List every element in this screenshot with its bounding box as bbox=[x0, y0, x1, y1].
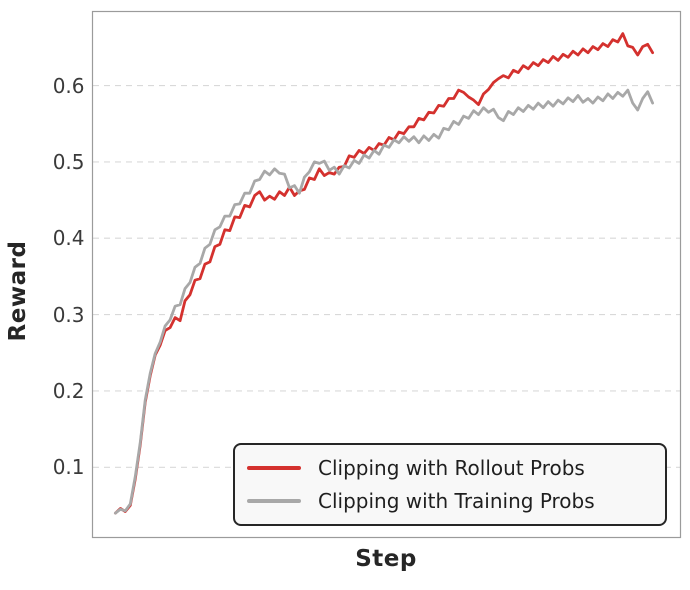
legend-label-1: Clipping with Training Probs bbox=[318, 488, 595, 513]
legend-item-0: Clipping with Rollout Probs bbox=[247, 456, 653, 480]
plot-border bbox=[91, 10, 682, 539]
y-tick-label-0.3: 0.3 bbox=[52, 302, 85, 327]
x-axis-title: Step bbox=[355, 546, 417, 572]
y-tick-label-0.6: 0.6 bbox=[52, 73, 85, 98]
y-tick-label-0.2: 0.2 bbox=[52, 378, 85, 403]
legend-line-swatch-1 bbox=[247, 498, 301, 503]
y-tick-label-0.4: 0.4 bbox=[52, 226, 85, 251]
series-line-0 bbox=[114, 32, 654, 515]
legend-line-swatch-0 bbox=[247, 466, 301, 471]
legend-label-0: Clipping with Rollout Probs bbox=[318, 456, 585, 481]
legend-box: Clipping with Rollout Probs Clipping with… bbox=[233, 443, 667, 526]
series-line-1 bbox=[114, 88, 654, 515]
y-tick-label-0.5: 0.5 bbox=[52, 149, 85, 174]
y-tick-label-0.1: 0.1 bbox=[52, 455, 85, 480]
legend-item-1: Clipping with Training Probs bbox=[247, 489, 653, 513]
y-axis-title: Reward bbox=[5, 240, 31, 342]
